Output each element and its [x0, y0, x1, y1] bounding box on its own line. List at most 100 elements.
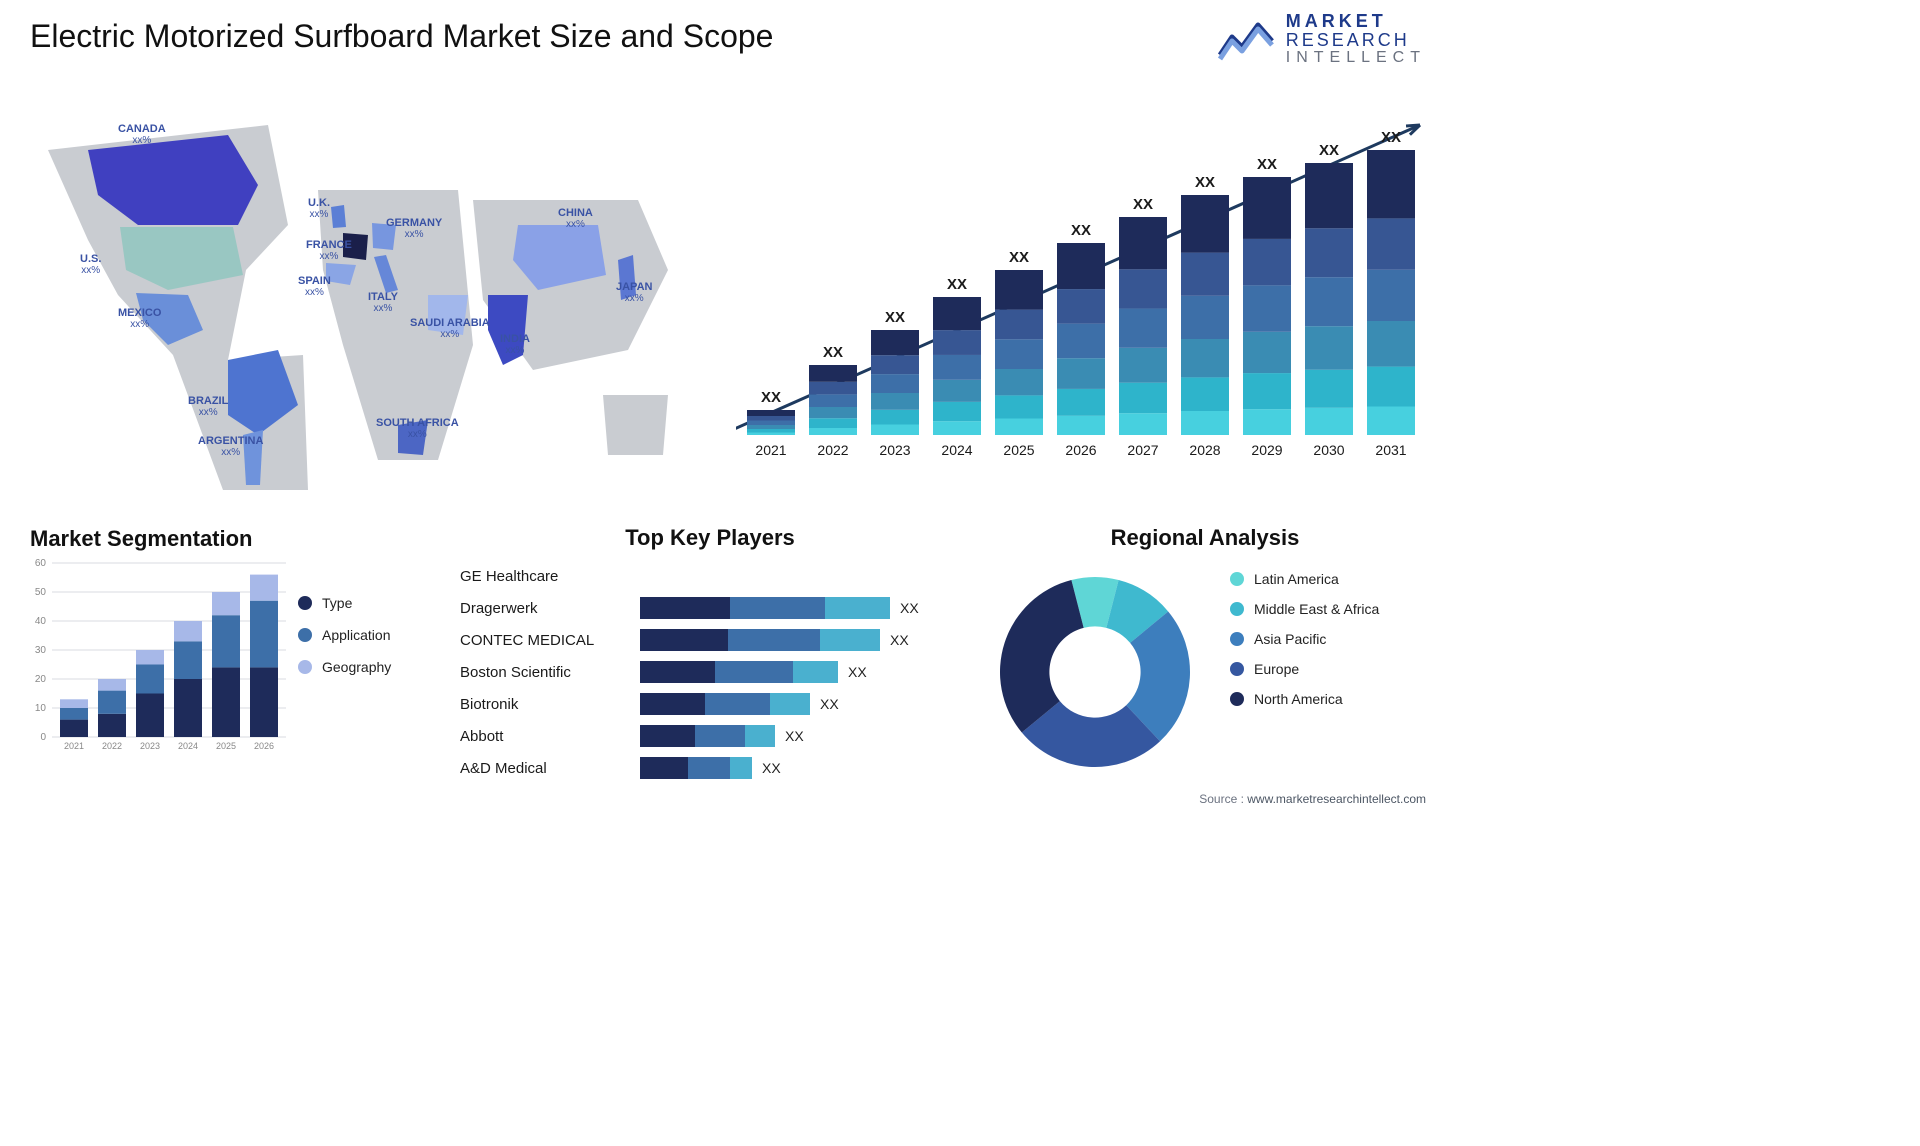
main-bar-seg	[1119, 383, 1167, 414]
seg-year: 2022	[102, 741, 122, 751]
key-player-value: XX	[900, 600, 919, 616]
segmentation-svg: 0102030405060202120222023202420252026	[28, 555, 288, 755]
main-bar-seg	[1181, 296, 1229, 339]
main-bar-seg	[1057, 324, 1105, 359]
main-bar-seg	[1119, 269, 1167, 308]
main-bar-seg	[1057, 243, 1105, 289]
seg-bar-seg	[212, 615, 240, 667]
key-player-bar-seg	[745, 725, 775, 747]
main-bar-top-label: XX	[1195, 174, 1215, 191]
main-bar-year: 2027	[1127, 442, 1158, 458]
main-bar-seg	[747, 416, 795, 421]
world-map: CANADAxx%U.S.xx%MEXICOxx%BRAZILxx%ARGENT…	[28, 95, 698, 495]
region-legend-swatch	[1230, 692, 1244, 706]
regional-panel: Regional Analysis Latin AmericaMiddle Ea…	[990, 525, 1430, 785]
main-bar-seg	[1057, 389, 1105, 416]
main-bar-year: 2023	[879, 442, 910, 458]
main-bar-seg	[1057, 289, 1105, 324]
main-bar-seg	[933, 330, 981, 355]
segmentation-chart: 0102030405060202120222023202420252026 Ty…	[28, 555, 418, 795]
key-player-value: XX	[820, 696, 839, 712]
regional-donut	[990, 567, 1200, 782]
key-player-bar-seg	[730, 757, 752, 779]
key-player-bar	[640, 693, 810, 715]
main-bar-year: 2026	[1065, 442, 1096, 458]
main-bar-seg	[1181, 253, 1229, 296]
main-bar-seg	[1057, 358, 1105, 389]
main-bar-year: 2024	[941, 442, 972, 458]
region-legend-swatch	[1230, 662, 1244, 676]
logo-line1: MARKET	[1286, 12, 1426, 31]
main-bar-seg	[1367, 270, 1415, 321]
main-bar-seg	[1305, 163, 1353, 228]
region-legend-swatch	[1230, 632, 1244, 646]
main-bar-seg	[809, 418, 857, 428]
main-bar-seg	[871, 410, 919, 425]
main-bar-seg	[809, 407, 857, 418]
main-bar-year: 2022	[817, 442, 848, 458]
key-player-name: Biotronik	[460, 696, 640, 713]
page-title: Electric Motorized Surfboard Market Size…	[30, 18, 773, 55]
key-player-value: XX	[848, 664, 867, 680]
segmentation-legend: TypeApplicationGeography	[298, 595, 391, 675]
seg-bar-seg	[60, 708, 88, 720]
main-bar-seg	[809, 428, 857, 435]
region-legend-label: Middle East & Africa	[1254, 601, 1379, 617]
main-bar-seg	[933, 355, 981, 380]
map-label-india: INDIAxx%	[500, 333, 530, 356]
main-bar-seg	[1119, 413, 1167, 435]
main-bar-seg	[1305, 408, 1353, 435]
main-bar-year: 2029	[1251, 442, 1282, 458]
main-bar-seg	[1119, 309, 1167, 348]
main-bar-top-label: XX	[1133, 196, 1153, 213]
key-player-bar	[640, 597, 890, 619]
region-legend-item: Middle East & Africa	[1230, 601, 1379, 617]
svg-text:30: 30	[35, 645, 47, 656]
key-player-bar-seg	[640, 661, 715, 683]
main-bar-seg	[995, 369, 1043, 395]
seg-year: 2021	[64, 741, 84, 751]
seg-year: 2026	[254, 741, 274, 751]
seg-legend-swatch	[298, 596, 312, 610]
key-player-row: AbbottXX	[460, 723, 960, 749]
key-player-bar-seg	[705, 693, 770, 715]
main-bar-top-label: XX	[823, 344, 843, 361]
regional-title: Regional Analysis	[990, 525, 1420, 551]
map-label-southafrica: SOUTH AFRICAxx%	[376, 417, 459, 440]
key-player-row: A&D MedicalXX	[460, 755, 960, 781]
main-bar-seg	[1057, 416, 1105, 435]
seg-year: 2024	[178, 741, 198, 751]
source-attribution: Source : www.marketresearchintellect.com	[1199, 792, 1426, 806]
world-map-svg	[28, 95, 698, 495]
main-bar-seg	[1243, 239, 1291, 285]
main-bar-seg	[1243, 332, 1291, 373]
main-bar-seg	[995, 310, 1043, 340]
main-bar-year: 2028	[1189, 442, 1220, 458]
seg-legend-item: Type	[298, 595, 391, 611]
source-url: www.marketresearchintellect.com	[1247, 792, 1426, 806]
main-bar-seg	[747, 421, 795, 426]
main-bar-seg	[1305, 228, 1353, 277]
map-label-uk: U.K.xx%	[308, 197, 330, 220]
map-label-mexico: MEXICOxx%	[118, 307, 161, 330]
svg-text:50: 50	[35, 587, 47, 598]
main-bar-year: 2030	[1313, 442, 1344, 458]
key-player-bar-seg	[640, 597, 730, 619]
key-player-bar	[640, 629, 880, 651]
key-player-row: DragerwerkXX	[460, 595, 960, 621]
seg-legend-item: Geography	[298, 659, 391, 675]
map-label-brazil: BRAZILxx%	[188, 395, 228, 418]
key-player-bar-seg	[793, 661, 838, 683]
svg-text:40: 40	[35, 616, 47, 627]
seg-bar-seg	[212, 667, 240, 737]
main-bar-seg	[747, 433, 795, 436]
main-bar-year: 2025	[1003, 442, 1034, 458]
seg-legend-swatch	[298, 660, 312, 674]
main-bar-seg	[871, 330, 919, 355]
key-player-bar-seg	[728, 629, 820, 651]
main-bar-top-label: XX	[1257, 156, 1277, 173]
region-legend-label: North America	[1254, 691, 1343, 707]
main-bar-seg	[1181, 377, 1229, 411]
main-bar-seg	[1119, 348, 1167, 383]
key-player-name: Boston Scientific	[460, 664, 640, 681]
